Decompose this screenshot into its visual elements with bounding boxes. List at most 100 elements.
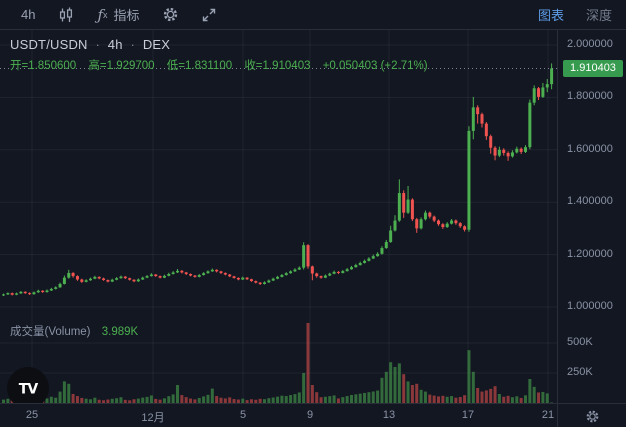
volume-bar [497,394,501,403]
candle-body [119,276,123,279]
candle-body [97,276,101,279]
candle-body [241,277,245,280]
volume-bar [454,397,458,403]
volume-bar [84,398,88,403]
volume-bar [341,397,345,403]
price-tick: 1.600000 [567,142,613,155]
volume-bar [115,398,119,403]
volume-bar [323,396,327,403]
candle-body [154,274,158,277]
volume-bar [110,398,114,403]
candle-body [528,102,532,148]
price-tick: 2.000000 [567,38,613,50]
candle-body [428,212,432,217]
price-tick: 1.800000 [567,90,613,103]
volume-bar [93,397,97,403]
volume-bar [171,394,175,403]
volume-bar [515,396,519,403]
volume-bar [532,386,536,403]
candle-body [49,288,53,291]
volume-bar [384,371,388,403]
price-axis[interactable]: 1.910403 2.000000 1.800000 1.600000 1.40000… [557,30,626,403]
volume-bar [428,394,432,403]
volume-bar [306,322,310,403]
candle-body [162,275,166,278]
candle-body [267,280,271,283]
candle-body [28,293,32,295]
volume-bar [267,398,271,403]
volume-bar [328,396,332,403]
chart-region[interactable]: USDT/USDN · 4h · DEX 开=1.850600 高=1.9297… [0,30,626,409]
candle-body [406,199,410,213]
volume-bar [123,399,127,403]
candle-body [145,276,149,278]
candle-body [371,256,375,259]
price-tick: 1.200000 [567,247,613,260]
time-tick: 17 [461,409,475,421]
tradingview-logo[interactable]: TV [6,366,50,410]
candle-body [471,107,475,131]
volume-bar [167,396,171,403]
candle-body [293,269,297,272]
volume-bar [180,395,184,403]
volume-bar [271,397,275,403]
candle-body [110,279,114,282]
candle-body [236,277,240,280]
volume-bar [476,388,480,403]
candle-body [19,291,23,294]
candle-body [45,290,49,293]
time-tick: 25 [25,409,39,421]
candle-body [232,276,236,278]
candle-body [463,226,467,230]
candle-body [276,276,280,279]
candle-body [545,84,549,88]
volume-bar [223,398,227,403]
candle-body [432,216,436,221]
candle-body [189,273,193,276]
volume-bar [484,390,488,403]
gear-icon[interactable] [585,409,600,424]
time-axis[interactable]: 25 12月 5 9 13 17 21 [0,403,626,427]
volume-bar [49,396,53,403]
candle-body [75,276,79,280]
volume-bar [119,397,123,403]
candle-body [476,107,480,115]
volume-bar [136,398,140,403]
volume-bar [402,374,406,403]
tab-depth[interactable]: 深度 [585,8,612,23]
volume-bar [245,400,249,403]
candle-body [271,278,275,281]
time-tick: 12月 [141,412,165,424]
candle-body [506,152,510,157]
candle-body [193,275,197,277]
fullscreen-button[interactable] [190,0,228,30]
volume-bar [397,363,401,403]
candle-body [458,223,462,227]
candle-body [541,87,545,97]
candle-body [397,193,401,221]
interval-button[interactable]: 4h [10,0,46,30]
candle-body [467,130,471,230]
volume-bar [80,397,84,403]
volume-bar [371,391,375,403]
volume-bar [254,399,258,403]
settings-button[interactable] [151,0,190,30]
volume-bar [471,371,475,403]
volume-bar [219,397,223,403]
chart-type-button[interactable] [46,0,86,30]
volume-bar [6,398,10,403]
volume-bar [419,389,423,403]
volume-bar [502,396,506,403]
candle-body [93,276,97,279]
volume-bar [141,397,145,403]
tab-chart[interactable]: 图表 [537,8,564,23]
candle-body [36,290,40,293]
volume-bar [458,397,462,403]
volume-bar [510,397,514,403]
volume-bar [241,398,245,403]
candle-body [128,278,132,280]
volume-bar [376,390,380,403]
volume-bar [258,398,262,403]
